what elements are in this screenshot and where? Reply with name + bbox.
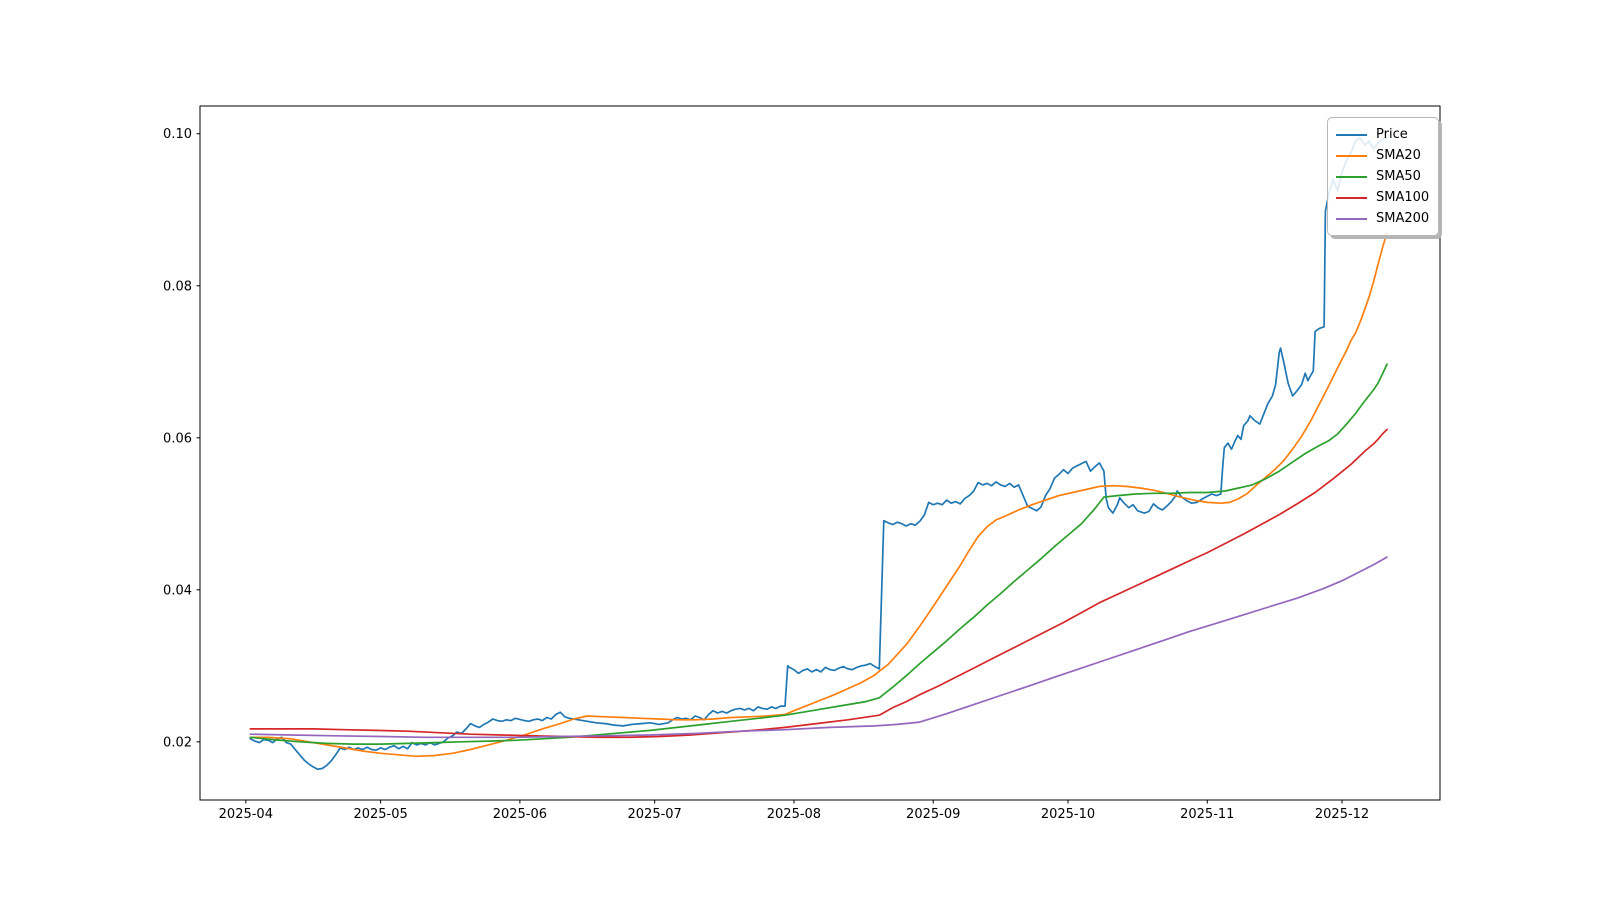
legend-item-sma100: SMA100 xyxy=(1336,187,1429,208)
x-tick-label: 2025-04 xyxy=(219,807,273,822)
legend-item-sma20: SMA20 xyxy=(1336,145,1429,166)
series-line-sma20 xyxy=(249,231,1388,758)
legend-label-sma50: SMA50 xyxy=(1376,169,1421,184)
legend-item-price: Price xyxy=(1336,124,1429,145)
legend-swatch-sma50 xyxy=(1336,175,1367,178)
y-tick-label: 0.10 xyxy=(163,127,192,142)
x-tick-label: 2025-09 xyxy=(906,807,960,822)
x-tick-label: 2025-06 xyxy=(493,807,547,822)
legend-item-sma200: SMA200 xyxy=(1336,208,1429,229)
legend-item-sma50: SMA50 xyxy=(1336,166,1429,187)
legend-label-sma200: SMA200 xyxy=(1376,211,1430,226)
series-line-sma100 xyxy=(249,428,1388,739)
legend-swatch-sma200 xyxy=(1336,217,1367,220)
y-tick-label: 0.06 xyxy=(163,431,192,446)
x-tick-label: 2025-07 xyxy=(628,807,682,822)
series-line-sma50 xyxy=(249,363,1388,745)
x-tick-label: 2025-05 xyxy=(353,807,407,822)
y-tick-label: 0.08 xyxy=(163,279,192,294)
y-tick-label: 0.04 xyxy=(163,583,192,598)
legend: Price SMA20 SMA50 SMA100 SMA200 xyxy=(1327,117,1440,236)
legend-swatch-price xyxy=(1336,133,1367,136)
axes-border xyxy=(199,105,1441,801)
series-line-price xyxy=(249,136,1388,771)
x-tick-label: 2025-11 xyxy=(1180,807,1234,822)
x-tick-label: 2025-08 xyxy=(767,807,821,822)
legend-label-sma100: SMA100 xyxy=(1376,190,1430,205)
legend-label-sma20: SMA20 xyxy=(1376,148,1421,163)
legend-swatch-sma100 xyxy=(1336,196,1367,199)
x-tick-label: 2025-12 xyxy=(1315,807,1369,822)
legend-swatch-sma20 xyxy=(1336,154,1367,157)
x-tick-label: 2025-10 xyxy=(1041,807,1095,822)
series-line-sma200 xyxy=(249,556,1388,739)
legend-label-price: Price xyxy=(1376,127,1408,142)
y-tick-label: 0.02 xyxy=(163,735,192,750)
